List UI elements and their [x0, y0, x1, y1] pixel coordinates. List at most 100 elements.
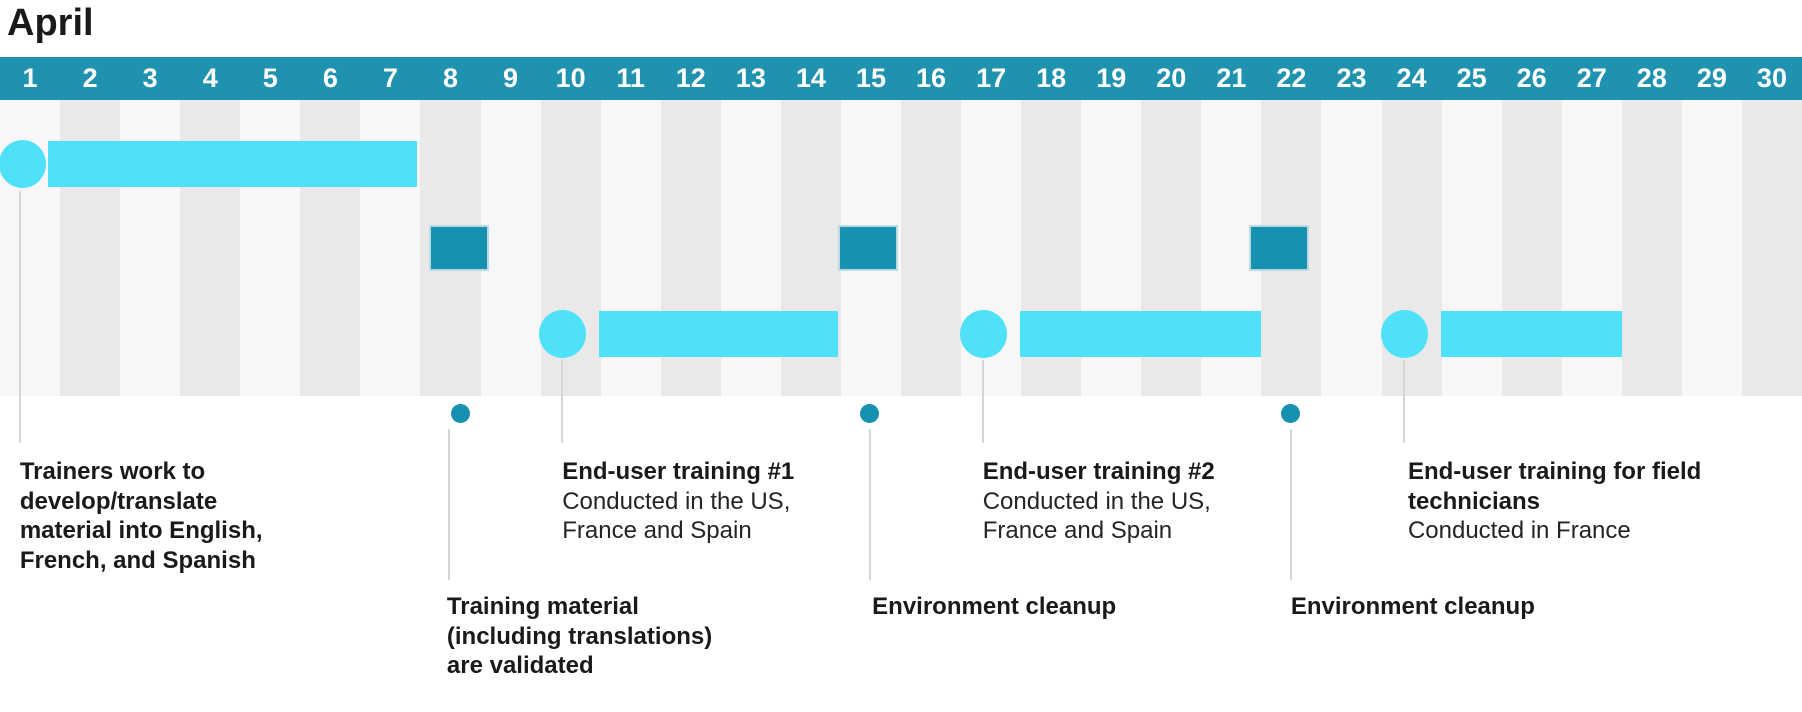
- annotation-line: End-user training for field: [1407, 458, 1702, 485]
- day-header-cell-17: 17: [961, 57, 1021, 100]
- day-number: 22: [1276, 63, 1307, 93]
- day-number: 19: [1096, 63, 1127, 93]
- day-number: 30: [1756, 63, 1787, 93]
- day-header-cell-29: 29: [1682, 57, 1742, 100]
- day-header-cell-11: 11: [601, 57, 661, 100]
- day-header-cell-27: 27: [1562, 57, 1622, 100]
- day-number: 21: [1216, 63, 1247, 93]
- training-2-start-marker: [959, 310, 1007, 358]
- day-column-stripe-28: [1621, 100, 1683, 396]
- day-number: 4: [202, 63, 218, 93]
- annotation-line: Conducted in the US,: [982, 487, 1211, 515]
- timeline-day-header: 1 2 3 4 5 6 7 8 9 10 11 12 13 14 15 16 17 18 19 20 21 22 23 24 2…: [0, 57, 1802, 100]
- day-header-cell-18: 18: [1021, 57, 1081, 100]
- material-validated-milestone: [428, 225, 489, 271]
- trainers-start-marker: [0, 140, 46, 188]
- annotation-line: Training material: [446, 593, 639, 620]
- day-number: 2: [82, 63, 98, 93]
- day-header-cell-25: 25: [1442, 57, 1502, 100]
- leader-material-validated: [448, 429, 451, 580]
- day-column-stripe-16: [901, 100, 962, 396]
- day-number: 17: [976, 63, 1007, 93]
- day-header-cell-15: 15: [841, 57, 901, 100]
- day-column-stripe-30: [1741, 100, 1802, 396]
- annotation-trainers: Trainers work to develop/translate materia…: [20, 457, 263, 575]
- annotation-line: develop/translate: [19, 487, 218, 515]
- field-technician-training-bar: [1440, 311, 1622, 357]
- annotation-line: Environment cleanup: [872, 593, 1117, 620]
- day-column-stripe-23: [1321, 100, 1383, 396]
- annotation-line: (including translations): [446, 622, 713, 650]
- day-header-cell-9: 9: [481, 57, 541, 100]
- leader-cleanup-1: [868, 429, 871, 580]
- annotation-line: Environment cleanup: [1290, 593, 1535, 620]
- day-header-cell-23: 23: [1321, 57, 1381, 100]
- day-number: 23: [1336, 63, 1367, 93]
- annotation-training-1: End-user training #1 Conducted in the US,…: [562, 457, 794, 546]
- day-header-cell-2: 2: [60, 57, 120, 100]
- day-number: 26: [1516, 63, 1547, 93]
- day-number: 3: [142, 63, 158, 93]
- day-number: 24: [1396, 63, 1427, 93]
- day-header-cell-8: 8: [420, 57, 480, 100]
- annotation-line: End-user training #1: [562, 458, 795, 485]
- day-header-cell-3: 3: [120, 57, 180, 100]
- annotation-material-validated: Training material (including translations…: [447, 592, 712, 681]
- annotation-cleanup-2: Environment cleanup: [1291, 592, 1535, 622]
- day-header-cell-20: 20: [1141, 57, 1201, 100]
- annotation-field-training: End-user training for field technicians Co…: [1408, 457, 1701, 546]
- leader-field-training: [1403, 360, 1406, 443]
- day-number: 10: [555, 63, 586, 93]
- cleanup-1-dot: [860, 403, 880, 423]
- day-number: 18: [1036, 63, 1067, 93]
- day-number: 14: [795, 63, 826, 93]
- annotation-line: Conducted in the US,: [562, 487, 791, 515]
- day-header-cell-4: 4: [180, 57, 240, 100]
- day-column-stripe-29: [1681, 100, 1743, 396]
- month-title: April: [7, 2, 94, 44]
- day-header-cell-16: 16: [901, 57, 961, 100]
- cleanup-2-dot: [1281, 403, 1301, 423]
- day-header-cell-28: 28: [1622, 57, 1682, 100]
- day-number: 20: [1156, 63, 1187, 93]
- annotation-line: material into English,: [19, 517, 263, 544]
- field-training-start-marker: [1381, 310, 1429, 358]
- day-number: 5: [262, 63, 278, 93]
- day-header-cell-12: 12: [661, 57, 721, 100]
- leader-training-1: [561, 360, 564, 443]
- annotation-line: End-user training #2: [982, 458, 1215, 485]
- annotation-line: France and Spain: [562, 517, 752, 544]
- day-header-cell-24: 24: [1382, 57, 1442, 100]
- annotation-cleanup-1: Environment cleanup: [872, 592, 1116, 622]
- environment-cleanup-2-milestone: [1249, 225, 1310, 271]
- day-number: 15: [855, 63, 886, 93]
- day-header-cell-10: 10: [541, 57, 601, 100]
- day-number: 28: [1636, 63, 1667, 93]
- day-number: 9: [503, 63, 519, 93]
- day-number: 8: [442, 63, 458, 93]
- day-header-cell-7: 7: [360, 57, 420, 100]
- day-number: 16: [916, 63, 947, 93]
- end-user-training-1-bar: [598, 311, 838, 357]
- training-1-start-marker: [539, 310, 587, 358]
- day-header-cell-13: 13: [721, 57, 781, 100]
- day-number: 1: [22, 63, 38, 93]
- day-column-stripe-9: [480, 100, 542, 396]
- leader-training-2: [981, 360, 984, 443]
- day-header-cell-14: 14: [781, 57, 841, 100]
- annotation-line: French, and Spanish: [19, 546, 256, 574]
- day-number: 25: [1456, 63, 1487, 93]
- material-validated-dot: [450, 403, 470, 423]
- annotation-line: Conducted in France: [1407, 517, 1631, 544]
- day-number: 11: [616, 63, 645, 93]
- day-number: 6: [322, 63, 338, 93]
- leader-trainers: [18, 191, 21, 443]
- day-header-cell-22: 22: [1261, 57, 1321, 100]
- annotation-line: France and Spain: [982, 517, 1173, 544]
- annotation-line: technicians: [1407, 487, 1540, 515]
- day-number: 7: [382, 63, 398, 93]
- environment-cleanup-1-milestone: [837, 225, 898, 271]
- annotation-training-2: End-user training #2 Conducted in the US,…: [983, 457, 1215, 546]
- end-user-training-2-bar: [1019, 311, 1262, 357]
